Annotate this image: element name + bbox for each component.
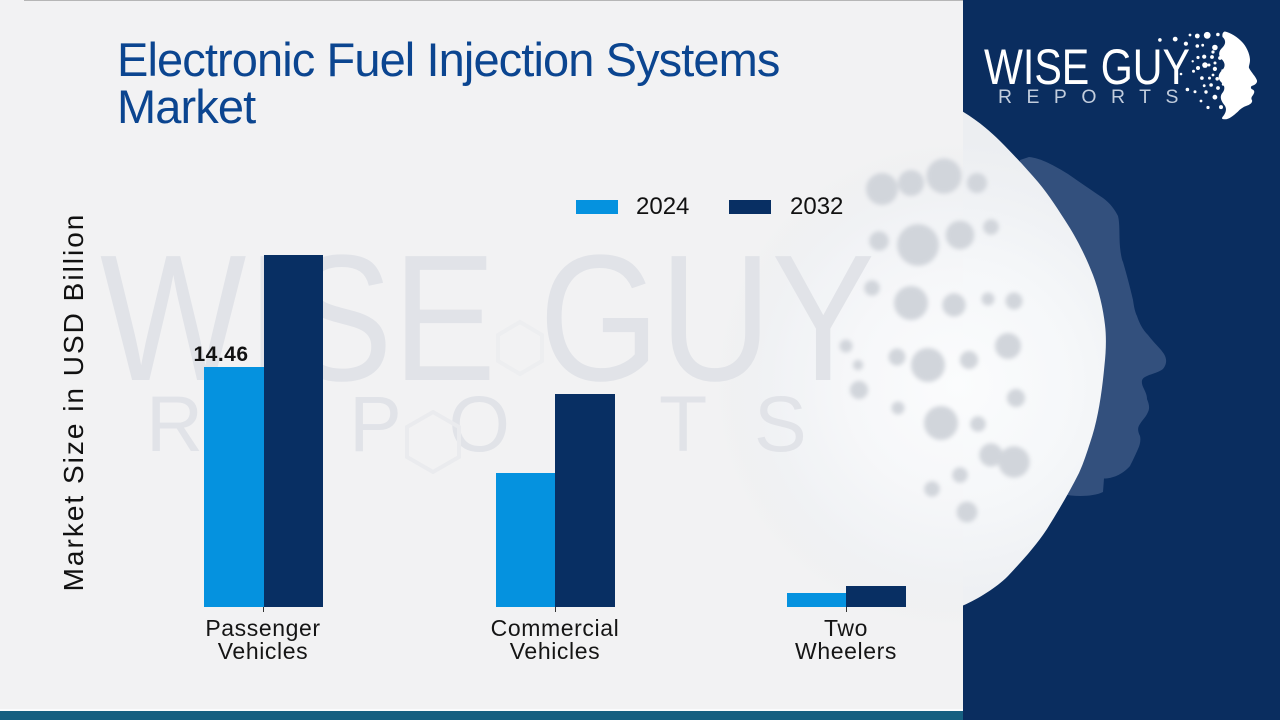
svg-text:WISE GUY: WISE GUY [984, 39, 1190, 95]
svg-text:REPORTS: REPORTS [998, 86, 1193, 108]
